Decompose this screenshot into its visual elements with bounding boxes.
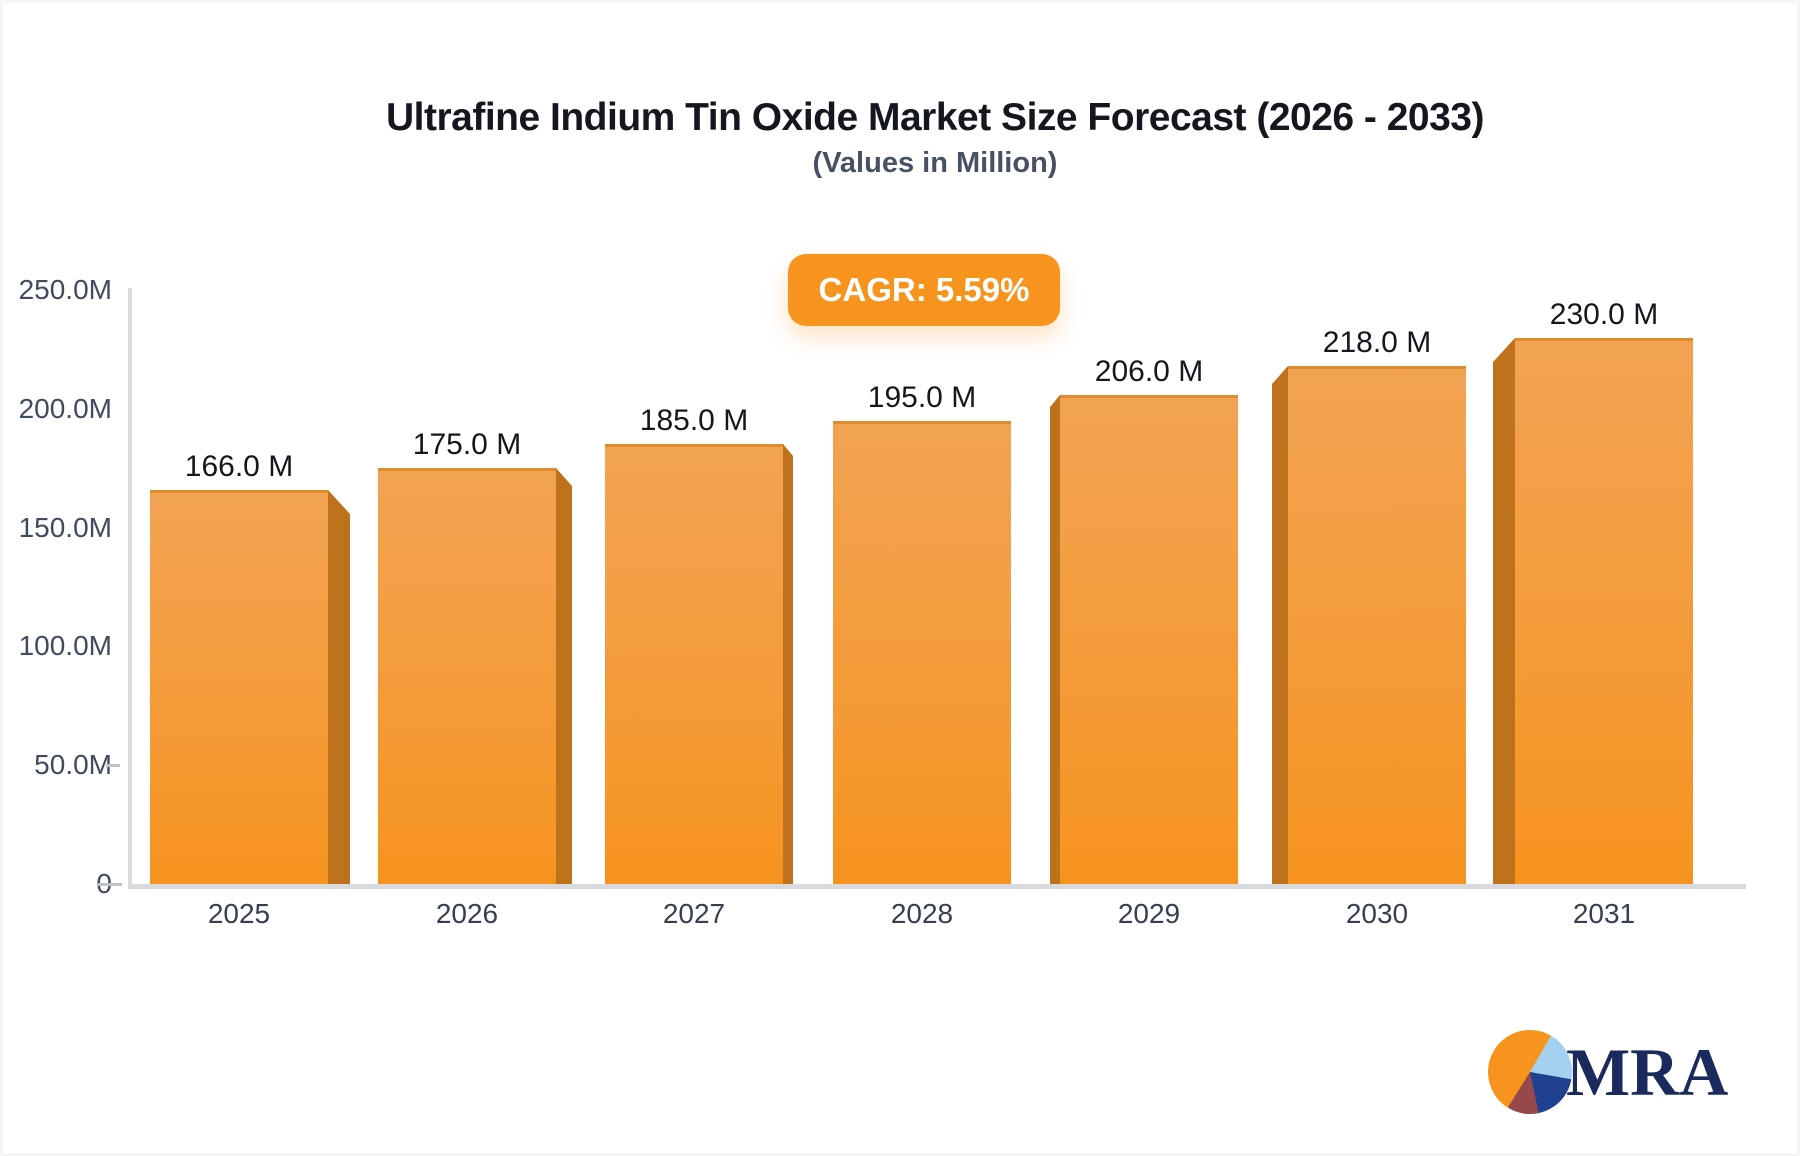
y-axis-tick bbox=[98, 883, 122, 886]
y-axis-tick bbox=[106, 764, 120, 768]
bar-value-label: 166.0 M bbox=[184, 450, 294, 483]
x-axis-label: 2030 bbox=[1345, 898, 1409, 929]
cagr-badge: CAGR: 5.59% bbox=[788, 254, 1060, 326]
y-axis-label: 150.0M bbox=[18, 511, 112, 543]
y-axis-label: 250.0M bbox=[18, 274, 112, 305]
x-axis-label: 2029 bbox=[1117, 898, 1181, 929]
bar-side-3d bbox=[1493, 338, 1515, 884]
bar-value-label: 218.0 M bbox=[1322, 326, 1432, 359]
bar-side-3d bbox=[1272, 366, 1288, 884]
bar bbox=[1050, 395, 1238, 884]
bar-value-label: 206.0 M bbox=[1094, 355, 1204, 388]
cagr-badge-label: CAGR: 5.59% bbox=[818, 271, 1030, 308]
bar bbox=[150, 490, 350, 884]
bar-face bbox=[833, 421, 1011, 884]
bar bbox=[1272, 366, 1466, 884]
bar-face bbox=[1060, 395, 1238, 884]
x-axis-baseline bbox=[128, 884, 1746, 889]
bar-value-label: 185.0 M bbox=[639, 404, 749, 437]
bar-face bbox=[378, 468, 556, 884]
x-axis-label: 2026 bbox=[435, 898, 499, 929]
bar-side-3d bbox=[556, 468, 572, 884]
pie-chart-icon bbox=[1488, 1030, 1572, 1114]
brand-logo: MRA bbox=[1488, 1030, 1728, 1114]
x-axis-label: 2031 bbox=[1572, 898, 1636, 929]
bar bbox=[1493, 338, 1693, 884]
x-axis-label: 2028 bbox=[890, 898, 954, 929]
bar-side-3d bbox=[328, 490, 350, 884]
bar-face bbox=[1288, 366, 1466, 884]
y-axis-label: 0 bbox=[0, 868, 112, 900]
y-axis-label: 100.0M bbox=[18, 630, 112, 662]
bar bbox=[378, 468, 572, 884]
bar-face bbox=[150, 490, 328, 884]
bar-side-3d bbox=[783, 444, 793, 884]
x-axis-label: 2027 bbox=[662, 898, 726, 929]
bar-value-label: 175.0 M bbox=[412, 428, 522, 461]
bar-value-label: 230.0 M bbox=[1549, 298, 1659, 331]
y-axis-label: 50.0M bbox=[34, 749, 112, 781]
bar-face bbox=[605, 444, 783, 884]
y-axis-line bbox=[128, 288, 132, 888]
bar bbox=[833, 421, 1011, 884]
bar-side-3d bbox=[1050, 395, 1060, 884]
page-subtitle: (Values in Million) bbox=[812, 147, 1058, 179]
brand-logo-text: MRA bbox=[1566, 1034, 1729, 1110]
bar-face bbox=[1515, 338, 1693, 884]
page-title: Ultrafine Indium Tin Oxide Market Size F… bbox=[386, 96, 1485, 139]
bar-value-label: 195.0 M bbox=[867, 381, 977, 414]
x-axis-label: 2025 bbox=[207, 898, 271, 929]
y-axis-label: 200.0M bbox=[18, 392, 112, 424]
bar bbox=[605, 444, 793, 884]
